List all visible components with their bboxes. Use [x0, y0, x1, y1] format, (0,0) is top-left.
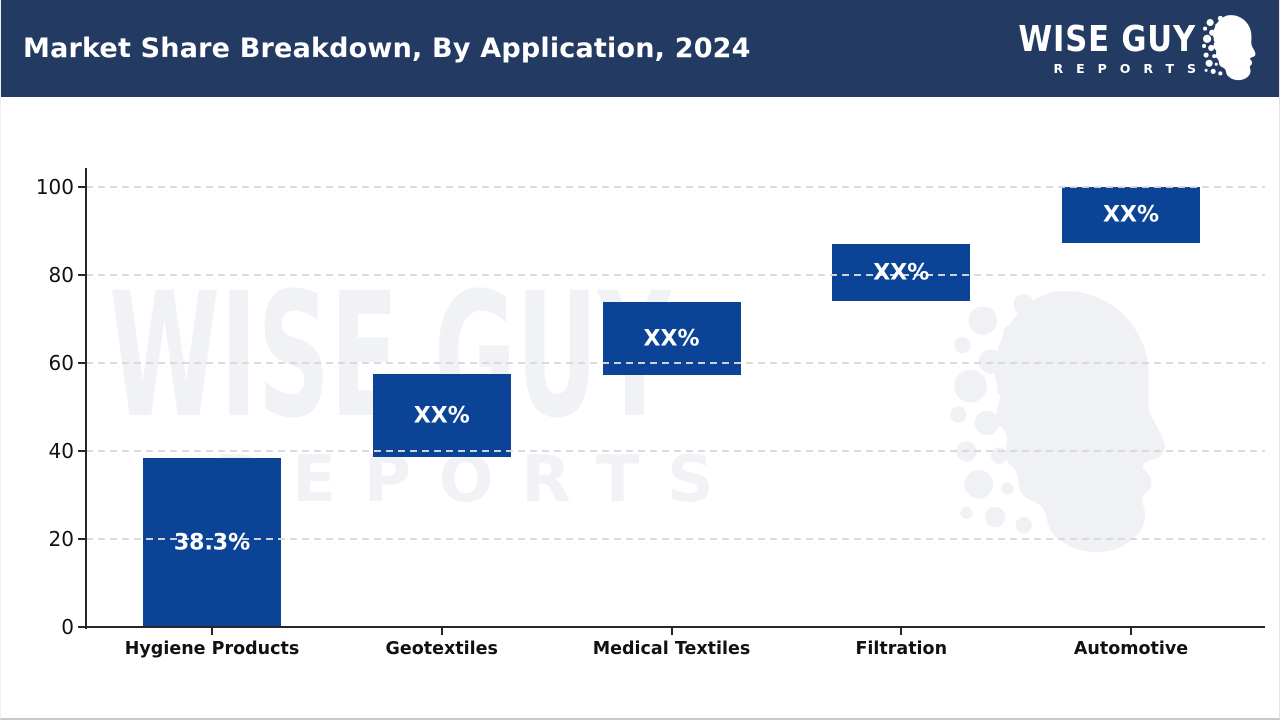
- bar-value-label: 38.3%: [173, 530, 251, 556]
- x-category-label-automotive: Automotive: [1073, 639, 1189, 659]
- y-tick-label: 0: [61, 615, 74, 639]
- y-tick-label: 60: [48, 351, 74, 375]
- x-tick: [211, 628, 213, 635]
- x-category-label-filtration: Filtration: [855, 639, 948, 659]
- y-tick: [78, 274, 85, 276]
- gridline: [86, 362, 1265, 364]
- x-axis: [85, 626, 1265, 628]
- y-tick: [78, 626, 85, 628]
- bar-geotextiles: [372, 374, 511, 458]
- gridline: [86, 274, 1265, 276]
- watermark-face-icon: [946, 232, 1171, 622]
- logo-subtitle: REPORTS: [1053, 60, 1209, 76]
- y-tick: [78, 186, 85, 188]
- bar-hygiene-products: [143, 458, 281, 627]
- y-tick-label: 20: [48, 527, 74, 551]
- y-tick: [78, 362, 85, 364]
- y-tick-label: 40: [48, 439, 74, 463]
- y-tick: [78, 450, 85, 452]
- x-tick: [1130, 628, 1132, 635]
- bar-automotive: [1062, 187, 1200, 244]
- gridline: [86, 186, 1265, 188]
- x-category-label-hygiene-products: Hygiene Products: [124, 639, 300, 659]
- bar-value-label: XX%: [413, 403, 470, 429]
- watermark-subtitle: REPORTS: [215, 443, 742, 517]
- y-axis: [85, 168, 87, 629]
- logo-wordmark: WISE GUY: [1018, 18, 1196, 60]
- bar-value-label: XX%: [873, 260, 930, 286]
- gridline: [86, 450, 1265, 452]
- wise-guy-face-icon: [1201, 11, 1257, 87]
- wise-guy-logo: WISE GUY REPORTS: [987, 11, 1257, 87]
- page-title: Market Share Breakdown, By Application, …: [23, 33, 751, 64]
- bar-filtration: [832, 244, 971, 301]
- bar-value-label: XX%: [643, 326, 700, 352]
- x-category-label-medical-textiles: Medical Textiles: [592, 639, 751, 659]
- header: Market Share Breakdown, By Application, …: [1, 0, 1279, 97]
- x-tick: [670, 628, 673, 635]
- y-tick: [78, 538, 85, 540]
- gridline: [86, 538, 1265, 540]
- y-tick-label: 100: [35, 175, 74, 199]
- x-tick: [440, 628, 443, 635]
- x-tick: [900, 628, 903, 635]
- x-category-label-geotextiles: Geotextiles: [385, 639, 498, 659]
- logo-text: WISE GUY REPORTS: [987, 18, 1196, 76]
- y-tick-label: 80: [48, 263, 74, 287]
- bar-value-label: XX%: [1103, 202, 1159, 228]
